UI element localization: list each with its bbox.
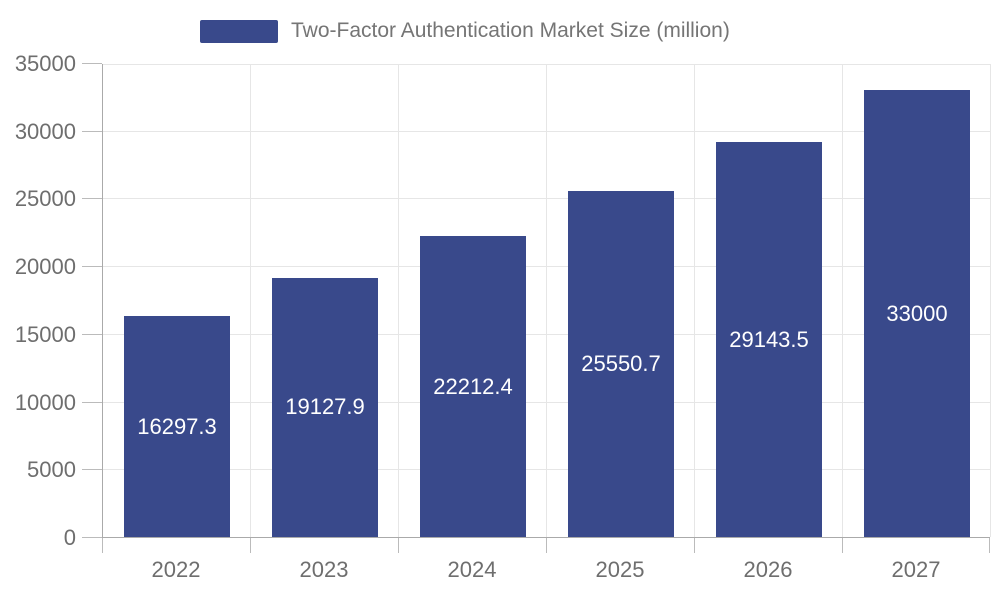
y-axis-tick [82, 401, 102, 403]
x-axis-tick [546, 538, 547, 553]
y-axis-tick-label: 5000 [27, 457, 76, 483]
y-axis-tick [82, 537, 102, 538]
y-axis: 0 5000 10000 15000 20000 25000 30000 35000 [0, 51, 102, 550]
y-axis-tick [82, 198, 102, 200]
bar-value-label: 29143.5 [729, 326, 809, 352]
x-axis-label-2025: 2025 [595, 557, 645, 582]
y-axis-tick-label: 10000 [14, 389, 76, 415]
plot-area: 16297.3 19127.9 22212.4 25550.7 29143.5 33000 [102, 64, 991, 538]
y-axis-tick [82, 130, 102, 132]
bar-2024[interactable]: 22212.4 [420, 236, 526, 537]
x-axis-label-2022: 2022 [151, 557, 201, 582]
y-axis-tick [82, 63, 102, 64]
y-axis-tick-label: 30000 [14, 118, 76, 144]
x-axis: 2022 2023 2024 2025 2026 2027 [102, 538, 990, 600]
x-axis-tick [694, 538, 695, 553]
x-axis-tick [398, 538, 399, 553]
grid-line-vertical [250, 64, 251, 537]
bar-value-label: 19127.9 [285, 394, 365, 420]
grid-line-vertical [990, 64, 991, 537]
x-axis-tick [102, 538, 103, 553]
x-axis-label-2023: 2023 [299, 557, 349, 582]
bar-2023[interactable]: 19127.9 [272, 277, 378, 537]
bar-value-label: 16297.3 [137, 413, 217, 439]
legend-label: Two-Factor Authentication Market Size (m… [291, 19, 730, 42]
y-axis-tick [82, 266, 102, 268]
y-axis-tick [82, 469, 102, 471]
y-axis-tick-label: 15000 [14, 321, 76, 347]
x-axis-label-2024: 2024 [447, 557, 497, 582]
grid-line-vertical [842, 64, 843, 537]
y-axis-tick-label: 25000 [14, 186, 76, 212]
bar-value-label: 25550.7 [581, 350, 661, 376]
y-axis-tick [82, 333, 102, 335]
bar-2026[interactable]: 29143.5 [716, 142, 822, 537]
y-axis-tick-label: 0 [63, 525, 76, 550]
grid-line-vertical [546, 64, 547, 537]
x-axis-tick [842, 538, 843, 553]
legend-marker [200, 19, 278, 43]
bar-2025[interactable]: 25550.7 [568, 190, 674, 537]
x-axis-tick [250, 538, 251, 553]
x-axis-label-2026: 2026 [743, 557, 793, 582]
grid-line-vertical [398, 64, 399, 537]
bar-value-label: 22212.4 [433, 373, 513, 399]
y-axis-tick-label: 20000 [14, 254, 76, 280]
bar-2022[interactable]: 16297.3 [124, 316, 230, 537]
legend[interactable]: Two-Factor Authentication Market Size (m… [200, 19, 730, 43]
x-axis-label-2027: 2027 [891, 557, 941, 582]
grid-line-vertical [694, 64, 695, 537]
x-axis-tick [989, 538, 990, 553]
bar-2027[interactable]: 33000 [864, 90, 970, 537]
y-axis-tick-label: 35000 [14, 51, 76, 76]
bar-value-label: 33000 [886, 300, 948, 326]
